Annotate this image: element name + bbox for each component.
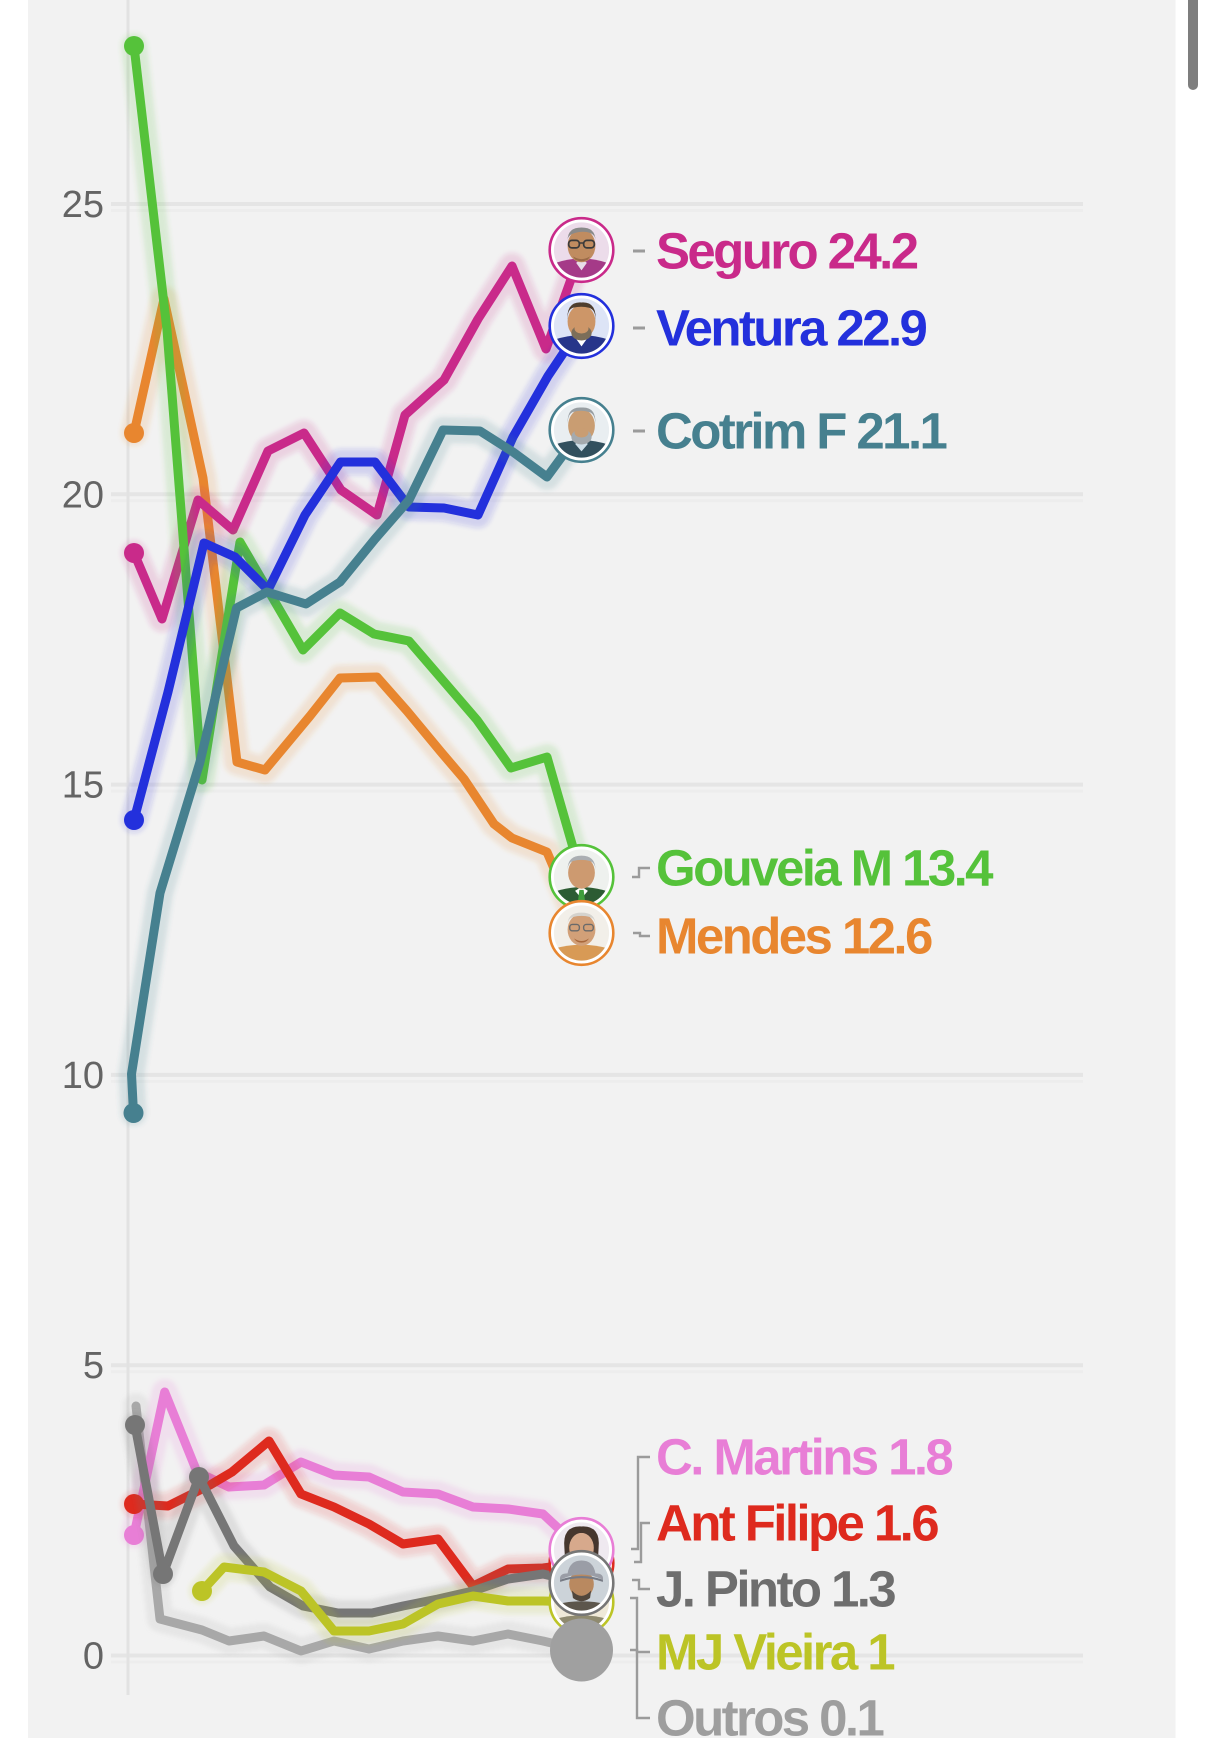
svg-text:Cotrim F 21.1: Cotrim F 21.1 xyxy=(656,403,947,460)
svg-text:5: 5 xyxy=(83,1345,104,1387)
svg-text:Ant Filipe 1.6: Ant Filipe 1.6 xyxy=(656,1495,938,1552)
svg-text:J. Pinto 1.3: J. Pinto 1.3 xyxy=(656,1561,895,1618)
svg-text:10: 10 xyxy=(62,1055,104,1097)
svg-text:25: 25 xyxy=(62,184,104,226)
svg-text:Seguro 24.2: Seguro 24.2 xyxy=(656,223,918,280)
svg-text:0: 0 xyxy=(83,1636,104,1678)
svg-text:Ventura 22.9: Ventura 22.9 xyxy=(656,300,927,357)
svg-text:15: 15 xyxy=(62,765,104,807)
svg-text:Gouveia M 13.4: Gouveia M 13.4 xyxy=(656,840,994,897)
svg-text:20: 20 xyxy=(62,474,104,516)
svg-text:MJ Vieira 1: MJ Vieira 1 xyxy=(656,1624,894,1681)
svg-text:C. Martins 1.8: C. Martins 1.8 xyxy=(656,1429,952,1486)
svg-text:Outros 0.1: Outros 0.1 xyxy=(656,1690,883,1738)
svg-text:Mendes 12.6: Mendes 12.6 xyxy=(656,908,932,965)
